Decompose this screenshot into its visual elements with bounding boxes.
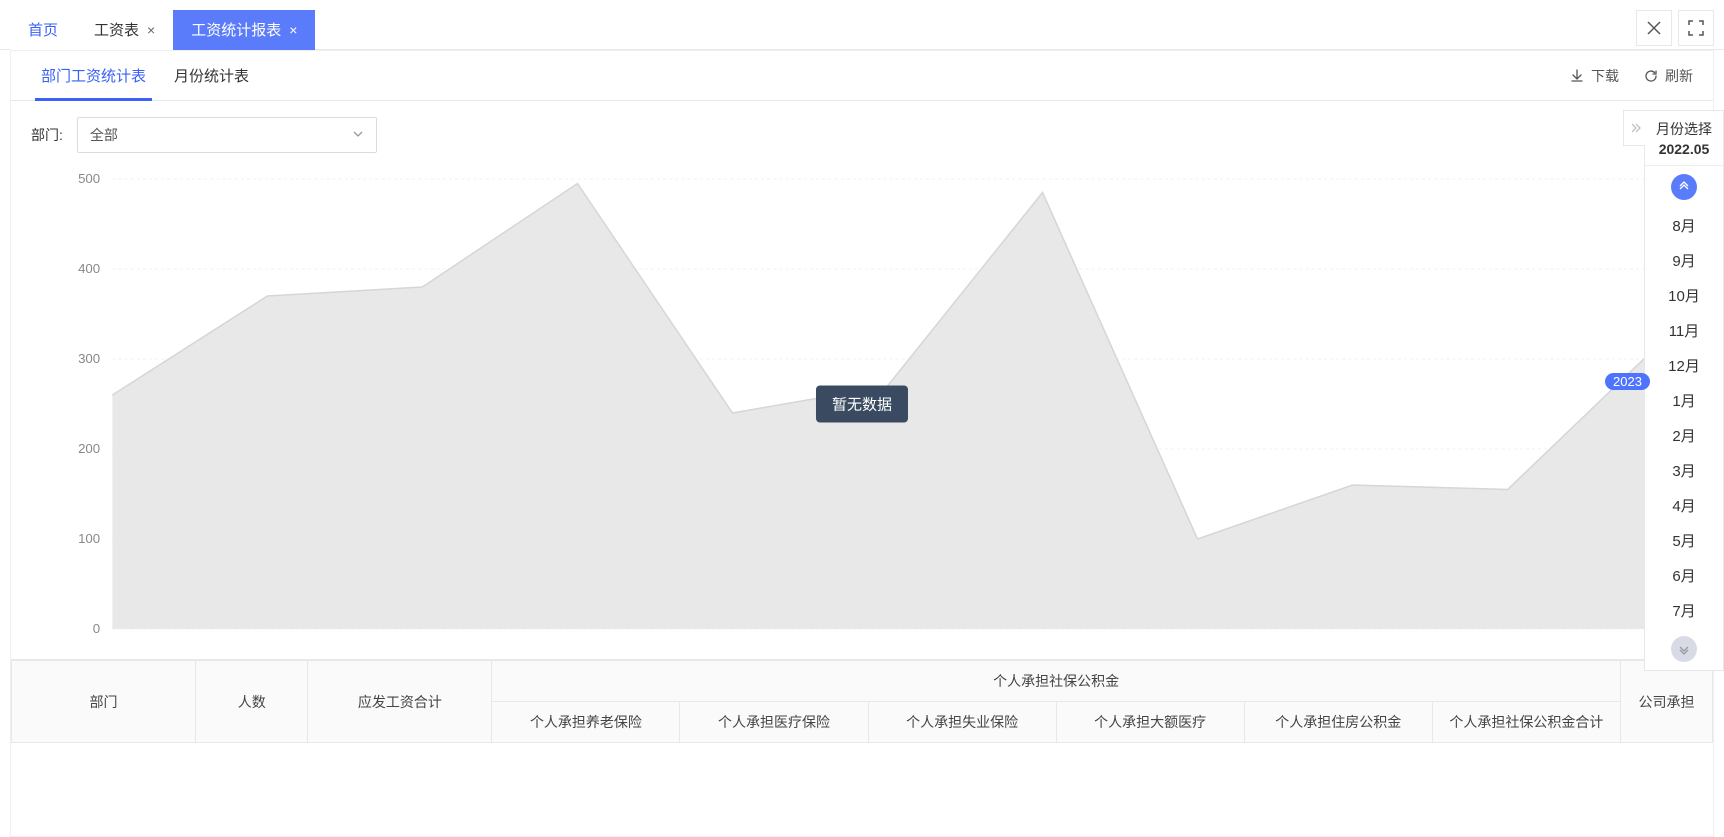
month-item[interactable]: 10月: [1645, 278, 1723, 313]
refresh-icon: [1643, 68, 1659, 84]
month-scroll-down[interactable]: [1671, 636, 1697, 662]
table-sub-header: 个人承担住房公积金: [1244, 702, 1432, 743]
close-icon: [1646, 20, 1662, 36]
table-sub-header: 个人承担失业保险: [868, 702, 1056, 743]
month-item[interactable]: 11月: [1645, 313, 1723, 348]
inner-tab-bar: 部门工资统计表 月份统计表 下载 刷新: [11, 51, 1713, 101]
month-item[interactable]: 2月: [1645, 418, 1723, 453]
table-header: 部门: [12, 661, 196, 743]
table-sub-header: 个人承担养老保险: [492, 702, 680, 743]
svg-text:0: 0: [93, 621, 100, 636]
tab-salary-report-label: 工资统计报表: [191, 19, 281, 40]
month-item[interactable]: 4月: [1645, 488, 1723, 523]
table-sub-header: 个人承担社保公积金合计: [1432, 702, 1620, 743]
month-item[interactable]: 5月: [1645, 523, 1723, 558]
tab-salary-sheet-label: 工资表: [94, 19, 139, 40]
content-panel: 部门工资统计表 月份统计表 下载 刷新 部门: 全部 0 100 200 300 400…: [10, 50, 1714, 837]
download-icon: [1569, 68, 1585, 84]
top-tab-bar: 首页 工资表 × 工资统计报表 ×: [0, 0, 1724, 50]
summary-table: 部门人数应发工资合计个人承担社保公积金公司承担个人承担养老保险个人承担医疗保险个…: [11, 659, 1713, 743]
month-item[interactable]: 9月: [1645, 243, 1723, 278]
summary-table-el: 部门人数应发工资合计个人承担社保公积金公司承担个人承担养老保险个人承担医疗保险个…: [11, 660, 1713, 743]
month-item[interactable]: 7月: [1645, 593, 1723, 628]
refresh-label: 刷新: [1665, 66, 1693, 86]
month-item[interactable]: 8月: [1645, 208, 1723, 243]
month-item[interactable]: 1月: [1645, 383, 1723, 418]
dept-select-value: 全部: [90, 125, 118, 145]
svg-text:300: 300: [78, 351, 100, 366]
month-item[interactable]: 12月: [1645, 348, 1723, 383]
inner-tab-dept[interactable]: 部门工资统计表: [27, 51, 160, 101]
download-label: 下载: [1591, 66, 1619, 86]
svg-text:100: 100: [78, 531, 100, 546]
month-panel-current: 2022.05: [1645, 141, 1723, 166]
svg-text:500: 500: [78, 171, 100, 186]
fullscreen-icon: [1688, 20, 1704, 36]
table-header: 应发工资合计: [308, 661, 492, 743]
year-badge: 2023: [1605, 373, 1650, 390]
tab-home[interactable]: 首页: [10, 10, 76, 50]
tab-salary-report[interactable]: 工资统计报表 ×: [173, 10, 315, 50]
table-header: 人数: [195, 661, 307, 743]
topbar-right: [1636, 10, 1714, 46]
collapse-month-panel[interactable]: [1623, 110, 1645, 146]
inner-tab-dept-label: 部门工资统计表: [41, 65, 146, 86]
refresh-button[interactable]: 刷新: [1643, 66, 1693, 86]
fullscreen-button[interactable]: [1678, 10, 1714, 46]
chevron-up-icon: [1678, 181, 1690, 193]
svg-text:200: 200: [78, 441, 100, 456]
close-all-button[interactable]: [1636, 10, 1672, 46]
dept-select[interactable]: 全部: [77, 117, 377, 153]
no-data-tooltip: 暂无数据: [816, 386, 908, 423]
inner-tab-month-label: 月份统计表: [174, 65, 249, 86]
table-group-header: 个人承担社保公积金: [492, 661, 1621, 702]
chevron-right-icon: [1629, 122, 1641, 134]
chevron-down-icon: [1678, 643, 1690, 655]
dept-filter-label: 部门:: [31, 125, 63, 145]
close-icon[interactable]: ×: [289, 22, 297, 38]
month-scroll-up[interactable]: [1671, 174, 1697, 200]
month-item[interactable]: 3月: [1645, 453, 1723, 488]
month-panel-title: 月份选择: [1645, 111, 1723, 141]
filter-row: 部门: 全部: [11, 101, 1713, 169]
table-header: 公司承担: [1620, 661, 1712, 743]
inner-actions: 下载 刷新: [1569, 51, 1693, 101]
close-icon[interactable]: ×: [147, 22, 155, 38]
month-panel: 月份选择 2022.05 8月9月10月11月12月1月2月3月4月5月6月7月…: [1644, 110, 1724, 671]
chevron-down-icon: [352, 127, 364, 143]
svg-text:400: 400: [78, 261, 100, 276]
tab-salary-sheet[interactable]: 工资表 ×: [76, 10, 173, 50]
tab-home-label: 首页: [28, 19, 58, 40]
month-list: 8月9月10月11月12月1月2月3月4月5月6月7月2023: [1645, 208, 1723, 628]
table-sub-header: 个人承担医疗保险: [680, 702, 868, 743]
table-sub-header: 个人承担大额医疗: [1056, 702, 1244, 743]
month-item[interactable]: 6月: [1645, 558, 1723, 593]
inner-tab-month[interactable]: 月份统计表: [160, 51, 263, 101]
download-button[interactable]: 下载: [1569, 66, 1619, 86]
salary-chart: 0 100 200 300 400 500 暂无数据: [41, 169, 1683, 639]
